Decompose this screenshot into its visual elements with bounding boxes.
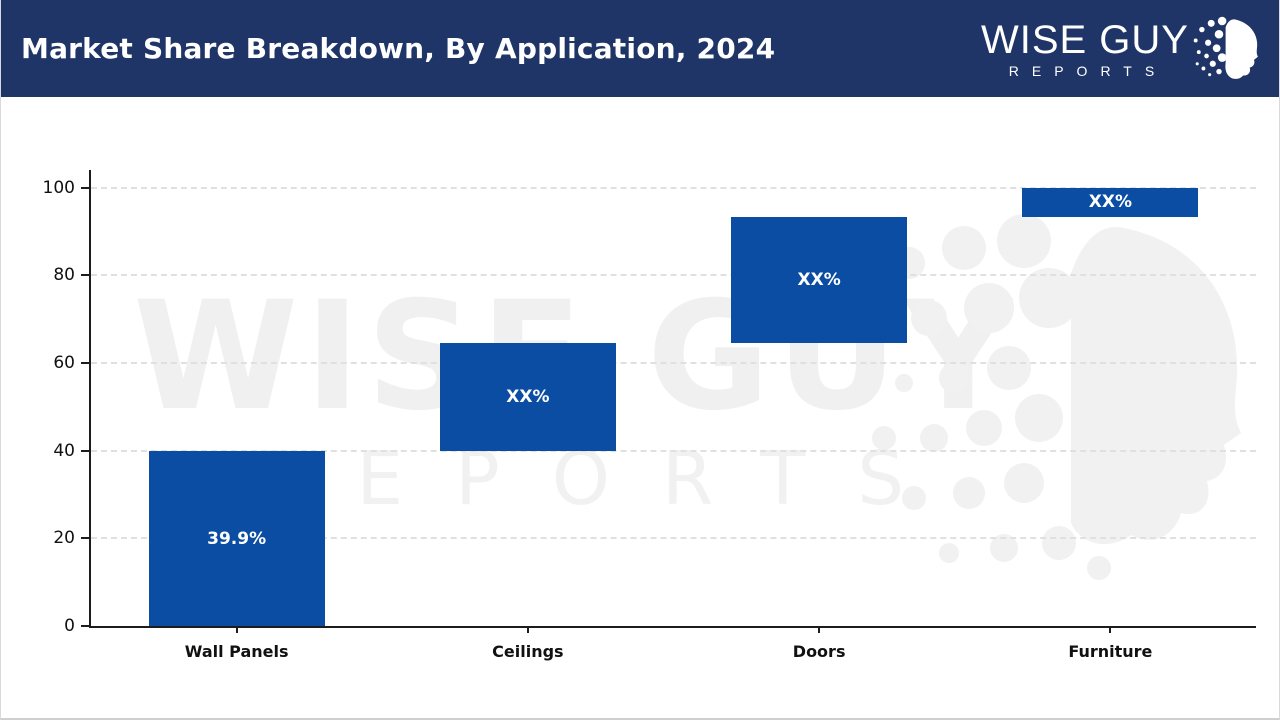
y-axis-tick-label: 100 [42, 177, 75, 198]
logo-subtitle: REPORTS [1008, 62, 1168, 79]
y-axis-tick [81, 449, 89, 452]
y-axis-tick-label: 0 [64, 616, 75, 636]
bar-value-label: XX% [797, 270, 841, 291]
gridline [91, 537, 1256, 540]
x-axis-tick [818, 626, 821, 633]
wiseguy-logo: WISE GUY REPORTS [981, 10, 1261, 88]
x-axis-category-label: Doors [792, 642, 846, 661]
x-axis-category-label: Ceilings [492, 642, 564, 661]
bar-value-label: 39.9% [207, 528, 267, 549]
bar-doors: XX% [731, 216, 908, 344]
page-title: Market Share Breakdown, By Application, … [21, 32, 776, 65]
gridline [91, 274, 1256, 277]
y-axis-tick [81, 361, 89, 364]
y-axis-tick-label: 60 [53, 352, 75, 373]
x-axis-category-label: Furniture [1068, 642, 1153, 661]
gridline [91, 361, 1256, 364]
bar-wall-panels: 39.9% [148, 451, 325, 626]
header: Market Share Breakdown, By Application, … [1, 0, 1279, 97]
bar-value-label: XX% [506, 387, 550, 408]
logo-wordmark: WISE GUY [980, 17, 1189, 62]
x-axis-category-label: Wall Panels [184, 642, 289, 661]
y-axis-tick-label: 80 [53, 265, 75, 286]
gridline [91, 186, 1256, 189]
y-axis-tick [81, 186, 89, 189]
x-axis-tick [1109, 626, 1112, 633]
bar-value-label: XX% [1088, 192, 1132, 213]
bar-furniture: XX% [1022, 187, 1199, 217]
logo-text: WISE GUY REPORTS [981, 20, 1189, 78]
x-axis-tick [235, 626, 238, 633]
gridline [91, 449, 1256, 452]
y-axis-tick [81, 537, 89, 540]
y-axis-tick-label: 40 [53, 440, 75, 461]
y-axis-tick [81, 625, 89, 627]
plot-area: 0 20 40 60 80 100 39.9% Wall Panels XX% Ceilings X… [43, 170, 1256, 661]
logo-face-icon [1193, 16, 1258, 79]
y-axis-tick-label: 20 [53, 528, 75, 549]
bar-ceilings: XX% [439, 343, 616, 452]
x-axis-tick [526, 626, 529, 633]
y-axis-tick [81, 274, 89, 277]
